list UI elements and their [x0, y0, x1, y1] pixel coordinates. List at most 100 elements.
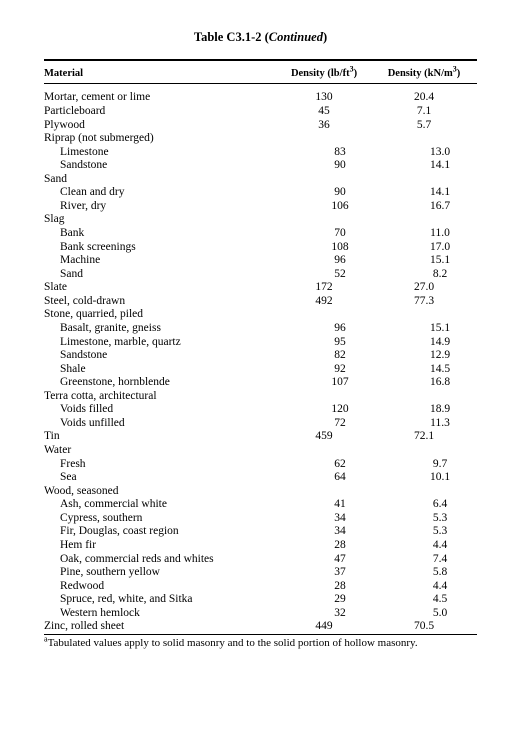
header-density-lb: Density (lb/ft3): [274, 68, 374, 80]
cell-material: Basalt, granite, gneiss: [44, 322, 290, 336]
cell-density-kn: [374, 308, 474, 322]
cell-density-lb: 34: [290, 512, 390, 526]
title-prefix: Table C3.1-2 (: [194, 30, 269, 44]
cell-density-kn: 14.5: [390, 363, 490, 377]
table-row: Fir, Douglas, coast region345.3: [44, 525, 477, 539]
cell-density-kn: [374, 213, 474, 227]
cell-material: Bank screenings: [44, 241, 290, 255]
header-d2-post: ): [457, 68, 461, 79]
cell-material: Sea: [44, 471, 290, 485]
cell-density-kn: 13.0: [390, 146, 490, 160]
cell-density-lb: 92: [290, 363, 390, 377]
cell-material: Pine, southern yellow: [44, 566, 290, 580]
table-row: Fresh629.7: [44, 458, 477, 472]
cell-material: River, dry: [44, 200, 290, 214]
cell-material: Limestone, marble, quartz: [44, 336, 290, 350]
table-row: Cypress, southern345.3: [44, 512, 477, 526]
cell-density-kn: 14.1: [390, 186, 490, 200]
table-row: Shale9214.5: [44, 363, 477, 377]
table-row: Voids filled12018.9: [44, 403, 477, 417]
cell-density-kn: 14.1: [390, 159, 490, 173]
table-row: Spruce, red, white, and Sitka294.5: [44, 593, 477, 607]
table-row: Sandstone8212.9: [44, 349, 477, 363]
cell-density-kn: 5.3: [390, 525, 490, 539]
cell-density-lb: [274, 444, 374, 458]
cell-density-kn: 77.3: [374, 295, 474, 309]
cell-material: Sand: [44, 173, 274, 187]
cell-density-kn: 15.1: [390, 254, 490, 268]
cell-material: Hem fir: [44, 539, 290, 553]
table-row: Ash, commercial white416.4: [44, 498, 477, 512]
cell-density-kn: 9.7: [390, 458, 490, 472]
table-row: Basalt, granite, gneiss9615.1: [44, 322, 477, 336]
cell-material: Zinc, rolled sheet: [44, 620, 274, 634]
table-row: Slate17227.0: [44, 281, 477, 295]
cell-material: Slate: [44, 281, 274, 295]
cell-density-lb: [274, 485, 374, 499]
cell-density-lb: 449: [274, 620, 374, 634]
cell-density-kn: 7.4: [390, 553, 490, 567]
table-row: Limestone, marble, quartz9514.9: [44, 336, 477, 350]
cell-density-lb: [274, 390, 374, 404]
table-row: Redwood284.4: [44, 580, 477, 594]
table-row: Greenstone, hornblende10716.8: [44, 376, 477, 390]
header-d1-post: ): [354, 68, 358, 79]
table-row: Western hemlock325.0: [44, 607, 477, 621]
table-row: Hem fir284.4: [44, 539, 477, 553]
cell-density-kn: 4.4: [390, 539, 490, 553]
table-row: Sandstone9014.1: [44, 159, 477, 173]
header-density-kn: Density (kN/m3): [374, 68, 474, 80]
cell-material: Shale: [44, 363, 290, 377]
cell-material: Sandstone: [44, 349, 290, 363]
cell-density-lb: [274, 213, 374, 227]
cell-density-lb: 70: [290, 227, 390, 241]
cell-density-lb: 130: [274, 91, 374, 105]
cell-material: Stone, quarried, piled: [44, 308, 274, 322]
cell-material: Oak, commercial reds and whites: [44, 553, 290, 567]
cell-density-kn: 27.0: [374, 281, 474, 295]
cell-density-kn: 11.0: [390, 227, 490, 241]
cell-density-lb: 107: [290, 376, 390, 390]
cell-material: Voids filled: [44, 403, 290, 417]
table-row: Limestone8313.0: [44, 146, 477, 160]
footnote-text: Tabulated values apply to solid masonry …: [48, 637, 418, 649]
table-row: Bank7011.0: [44, 227, 477, 241]
header-d2-pre: Density (kN/m: [388, 68, 453, 79]
cell-density-lb: 82: [290, 349, 390, 363]
title-suffix: ): [323, 30, 327, 44]
cell-density-lb: [274, 308, 374, 322]
table-row: Stone, quarried, piled: [44, 308, 477, 322]
footnote: aTabulated values apply to solid masonry…: [44, 635, 477, 650]
cell-density-lb: 96: [290, 322, 390, 336]
table-row: Wood, seasoned: [44, 485, 477, 499]
cell-density-lb: 36: [274, 119, 374, 133]
cell-density-kn: [374, 485, 474, 499]
table-header-row: Material Density (lb/ft3) Density (kN/m3…: [44, 61, 477, 83]
header-d1-pre: Density (lb/ft: [291, 68, 350, 79]
cell-density-lb: 72: [290, 417, 390, 431]
cell-material: Spruce, red, white, and Sitka: [44, 593, 290, 607]
table-row: Slag: [44, 213, 477, 227]
cell-density-lb: 90: [290, 159, 390, 173]
table-row: River, dry10616.7: [44, 200, 477, 214]
table-body: Mortar, cement or lime13020.4Particleboa…: [44, 84, 477, 634]
cell-density-kn: [374, 390, 474, 404]
cell-material: Redwood: [44, 580, 290, 594]
cell-density-lb: [274, 132, 374, 146]
table-row: Riprap (not submerged): [44, 132, 477, 146]
cell-density-lb: 37: [290, 566, 390, 580]
cell-material: Sandstone: [44, 159, 290, 173]
cell-material: Greenstone, hornblende: [44, 376, 290, 390]
cell-density-lb: 83: [290, 146, 390, 160]
cell-material: Voids unfilled: [44, 417, 290, 431]
table-row: Machine9615.1: [44, 254, 477, 268]
cell-density-lb: 45: [274, 105, 374, 119]
table-row: Voids unfilled7211.3: [44, 417, 477, 431]
cell-density-lb: 172: [274, 281, 374, 295]
cell-material: Limestone: [44, 146, 290, 160]
table-row: Clean and dry9014.1: [44, 186, 477, 200]
cell-density-lb: 41: [290, 498, 390, 512]
cell-material: Tin: [44, 430, 274, 444]
cell-density-lb: 492: [274, 295, 374, 309]
cell-material: Machine: [44, 254, 290, 268]
